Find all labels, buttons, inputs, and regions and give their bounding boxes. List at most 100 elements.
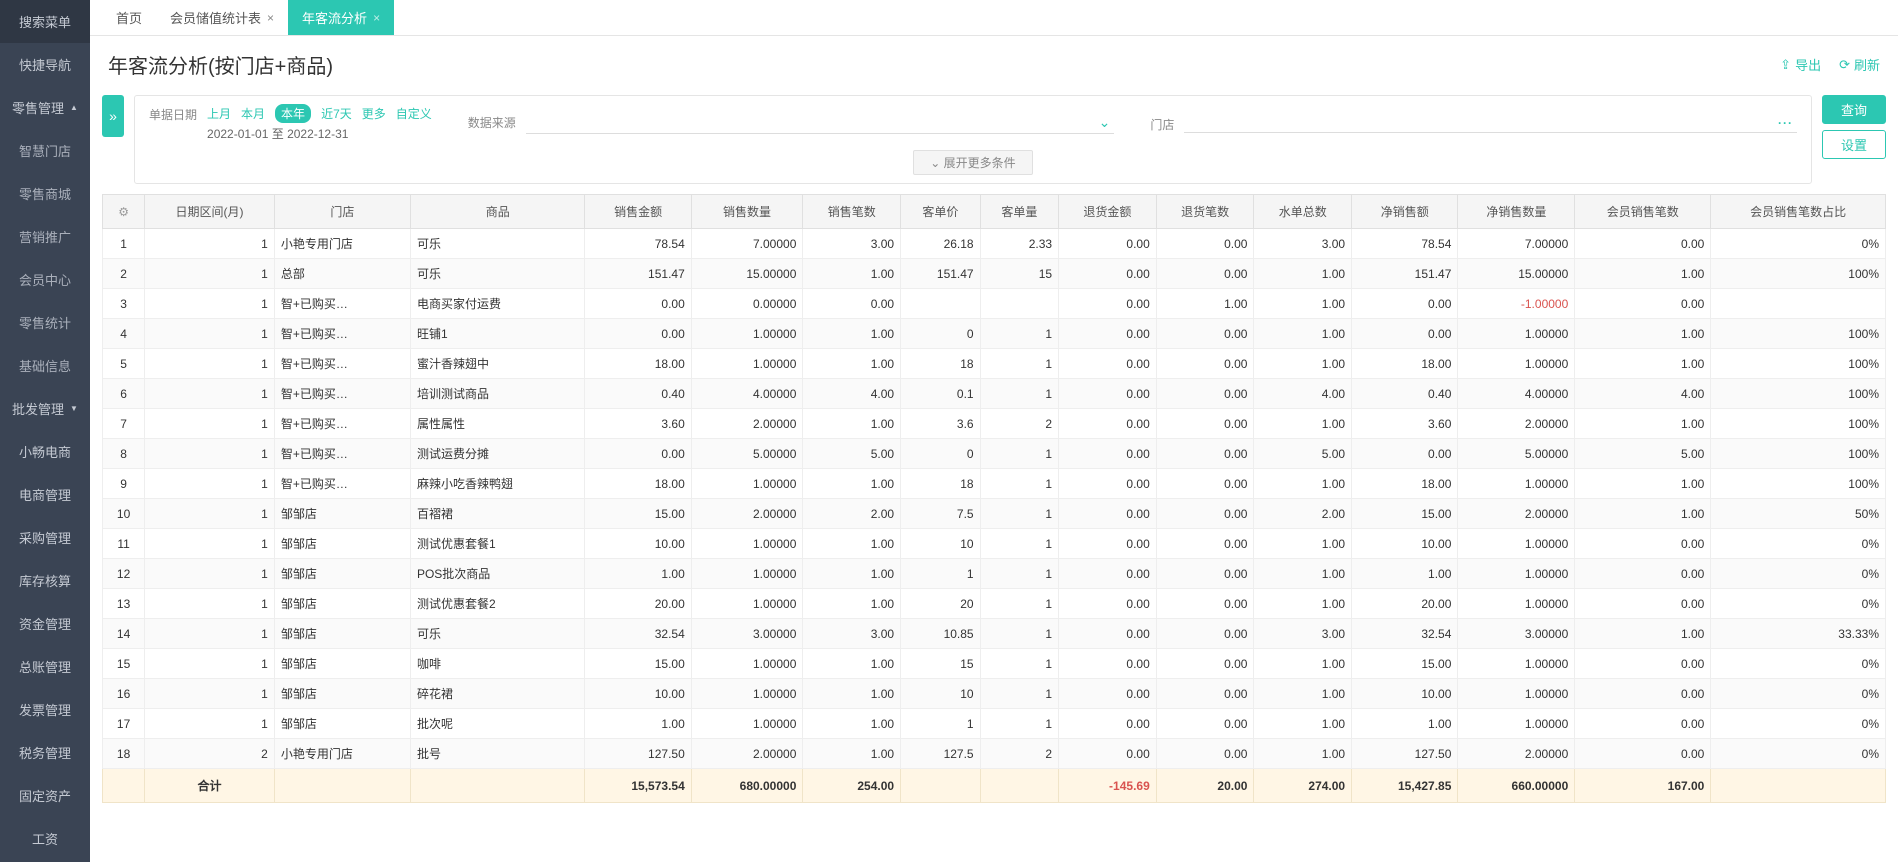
sidebar-item[interactable]: 资金管理 bbox=[0, 602, 90, 645]
sidebar-item[interactable]: 发票管理 bbox=[0, 688, 90, 731]
cell: 20 bbox=[901, 589, 981, 619]
table-row[interactable]: 151邹邹店咖啡15.001.000001.001510.000.001.001… bbox=[103, 649, 1886, 679]
gear-icon[interactable]: ⚙ bbox=[118, 205, 129, 219]
table-row[interactable]: 21总部可乐151.4715.000001.00151.47150.000.00… bbox=[103, 259, 1886, 289]
sidebar-item[interactable]: 智慧门店 bbox=[0, 129, 90, 172]
cell: 0.00 bbox=[1059, 469, 1157, 499]
cell: 1.00 bbox=[1254, 739, 1352, 769]
close-icon[interactable]: × bbox=[267, 11, 274, 25]
table-row[interactable]: 141邹邹店可乐32.543.000003.0010.8510.000.003.… bbox=[103, 619, 1886, 649]
date-preset[interactable]: 本月 bbox=[241, 105, 265, 122]
sidebar-item[interactable]: 会员中心 bbox=[0, 258, 90, 301]
tab[interactable]: 首页 bbox=[102, 0, 156, 35]
table-row[interactable]: 121邹邹店POS批次商品1.001.000001.00110.000.001.… bbox=[103, 559, 1886, 589]
cell: 50% bbox=[1711, 499, 1886, 529]
column-header[interactable]: 净销售数量 bbox=[1458, 195, 1575, 229]
cell: 批次呢 bbox=[410, 709, 585, 739]
table-row[interactable]: 51智+已购买…蜜汁香辣翅中18.001.000001.001810.000.0… bbox=[103, 349, 1886, 379]
sidebar-item[interactable]: 基础信息 bbox=[0, 344, 90, 387]
table-row[interactable]: 131邹邹店测试优惠套餐220.001.000001.002010.000.00… bbox=[103, 589, 1886, 619]
table-row[interactable]: 61智+已购买…培训测试商品0.404.000004.000.110.000.0… bbox=[103, 379, 1886, 409]
column-header[interactable]: 门店 bbox=[274, 195, 410, 229]
column-header[interactable]: 销售笔数 bbox=[803, 195, 901, 229]
cell: 0.00 bbox=[1059, 379, 1157, 409]
sidebar-item[interactable]: 税务管理 bbox=[0, 731, 90, 774]
sidebar-item[interactable]: 总账管理 bbox=[0, 645, 90, 688]
column-header[interactable]: 日期区间(月) bbox=[145, 195, 275, 229]
cell: 1.00000 bbox=[1458, 679, 1575, 709]
sidebar-item[interactable]: 零售商城 bbox=[0, 172, 90, 215]
column-header[interactable]: 商品 bbox=[410, 195, 585, 229]
table-row[interactable]: 41智+已购买…旺铺10.001.000001.00010.000.001.00… bbox=[103, 319, 1886, 349]
sidebar-item[interactable]: 零售管理 bbox=[0, 86, 90, 129]
date-preset[interactable]: 自定义 bbox=[396, 105, 432, 122]
column-header[interactable]: ⚙ bbox=[103, 195, 145, 229]
refresh-button[interactable]: ⟳ 刷新 bbox=[1839, 55, 1880, 74]
table-row[interactable]: 91智+已购买…麻辣小吃香辣鸭翅18.001.000001.001810.000… bbox=[103, 469, 1886, 499]
sidebar-item[interactable]: 电商管理 bbox=[0, 473, 90, 516]
column-header[interactable]: 销售数量 bbox=[691, 195, 803, 229]
cell: 0.00 bbox=[1059, 529, 1157, 559]
tab[interactable]: 会员储值统计表× bbox=[156, 0, 288, 35]
cell: 0.00 bbox=[1156, 559, 1254, 589]
column-header[interactable]: 退货笔数 bbox=[1156, 195, 1254, 229]
cell: 1.00 bbox=[803, 559, 901, 589]
expand-filters-button[interactable]: ⌄ 展开更多条件 bbox=[913, 150, 1032, 175]
table-container[interactable]: ⚙ 日期区间(月)门店商品销售金额销售数量销售笔数客单价客单量退货金额退货笔数水单… bbox=[90, 194, 1898, 862]
table-row[interactable]: 101邹邹店百褶裙15.002.000002.007.510.000.002.0… bbox=[103, 499, 1886, 529]
column-header[interactable]: 销售金额 bbox=[585, 195, 691, 229]
export-button[interactable]: ⇪ 导出 bbox=[1780, 55, 1821, 74]
column-header[interactable]: 水单总数 bbox=[1254, 195, 1352, 229]
column-header[interactable]: 客单价 bbox=[901, 195, 981, 229]
column-header[interactable]: 退货金额 bbox=[1059, 195, 1157, 229]
cell: 智+已购买… bbox=[274, 439, 410, 469]
date-preset[interactable]: 近7天 bbox=[321, 105, 352, 122]
sidebar-item[interactable]: 营销推广 bbox=[0, 215, 90, 258]
source-select[interactable]: ⌄ bbox=[526, 112, 1115, 134]
sidebar-item[interactable]: 批发管理 bbox=[0, 387, 90, 430]
column-header[interactable]: 净销售额 bbox=[1352, 195, 1458, 229]
date-preset[interactable]: 本年 bbox=[275, 104, 311, 123]
filter-collapse-toggle[interactable]: » bbox=[102, 95, 124, 137]
cell: 0.00 bbox=[1059, 259, 1157, 289]
tab[interactable]: 年客流分析× bbox=[288, 0, 394, 35]
sidebar-item[interactable]: 采购管理 bbox=[0, 516, 90, 559]
header-actions: ⇪ 导出 ⟳ 刷新 bbox=[1780, 55, 1880, 74]
settings-button[interactable]: 设置 bbox=[1822, 130, 1886, 159]
column-header[interactable]: 客单量 bbox=[980, 195, 1058, 229]
column-header[interactable]: 会员销售笔数 bbox=[1575, 195, 1711, 229]
cell: 0% bbox=[1711, 679, 1886, 709]
sidebar-item[interactable]: 快捷导航 bbox=[0, 43, 90, 86]
cell: 8 bbox=[103, 439, 145, 469]
sidebar-item[interactable]: 小畅电商 bbox=[0, 430, 90, 473]
table-row[interactable]: 31智+已购买…电商买家付运费0.000.000000.000.001.001.… bbox=[103, 289, 1886, 319]
date-preset[interactable]: 上月 bbox=[207, 105, 231, 122]
footer-cell bbox=[103, 769, 145, 803]
table-row[interactable]: 182小艳专用门店批号127.502.000001.00127.520.000.… bbox=[103, 739, 1886, 769]
cell: 0.00 bbox=[585, 319, 691, 349]
sidebar-item[interactable]: 搜索菜单 bbox=[0, 0, 90, 43]
store-select[interactable]: ··· bbox=[1184, 114, 1797, 133]
table-row[interactable]: 171邹邹店批次呢1.001.000001.00110.000.001.001.… bbox=[103, 709, 1886, 739]
close-icon[interactable]: × bbox=[373, 11, 380, 25]
cell: 5.00 bbox=[1254, 439, 1352, 469]
sidebar-item[interactable]: 固定资产 bbox=[0, 774, 90, 817]
cell: 1 bbox=[145, 439, 275, 469]
table-row[interactable]: 11小艳专用门店可乐78.547.000003.0026.182.330.000… bbox=[103, 229, 1886, 259]
date-preset[interactable]: 更多 bbox=[362, 105, 386, 122]
cell: 17 bbox=[103, 709, 145, 739]
table-row[interactable]: 71智+已购买…属性属性3.602.000001.003.620.000.001… bbox=[103, 409, 1886, 439]
cell: 18.00 bbox=[1352, 469, 1458, 499]
sidebar-item[interactable]: 零售统计 bbox=[0, 301, 90, 344]
query-button[interactable]: 查询 bbox=[1822, 95, 1886, 124]
sidebar-item[interactable]: 工资 bbox=[0, 817, 90, 860]
cell: 1.00 bbox=[803, 349, 901, 379]
cell: 0.00 bbox=[1575, 589, 1711, 619]
cell: 2.00000 bbox=[691, 409, 803, 439]
table-row[interactable]: 111邹邹店测试优惠套餐110.001.000001.001010.000.00… bbox=[103, 529, 1886, 559]
cell: 1.00 bbox=[585, 709, 691, 739]
sidebar-item[interactable]: 库存核算 bbox=[0, 559, 90, 602]
table-row[interactable]: 81智+已购买…测试运费分摊0.005.000005.00010.000.005… bbox=[103, 439, 1886, 469]
table-row[interactable]: 161邹邹店碎花裙10.001.000001.001010.000.001.00… bbox=[103, 679, 1886, 709]
column-header[interactable]: 会员销售笔数占比 bbox=[1711, 195, 1886, 229]
